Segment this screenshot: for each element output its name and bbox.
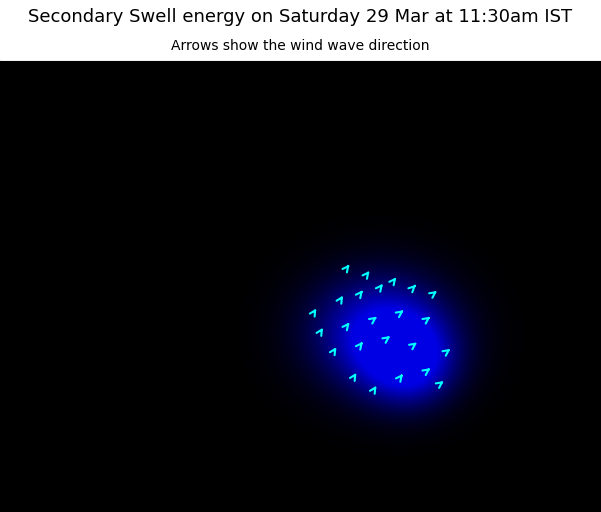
Text: Secondary Swell energy on Saturday 29 Mar at 11:30am IST: Secondary Swell energy on Saturday 29 Ma…	[28, 8, 573, 26]
Text: Arrows show the wind wave direction: Arrows show the wind wave direction	[171, 39, 430, 53]
